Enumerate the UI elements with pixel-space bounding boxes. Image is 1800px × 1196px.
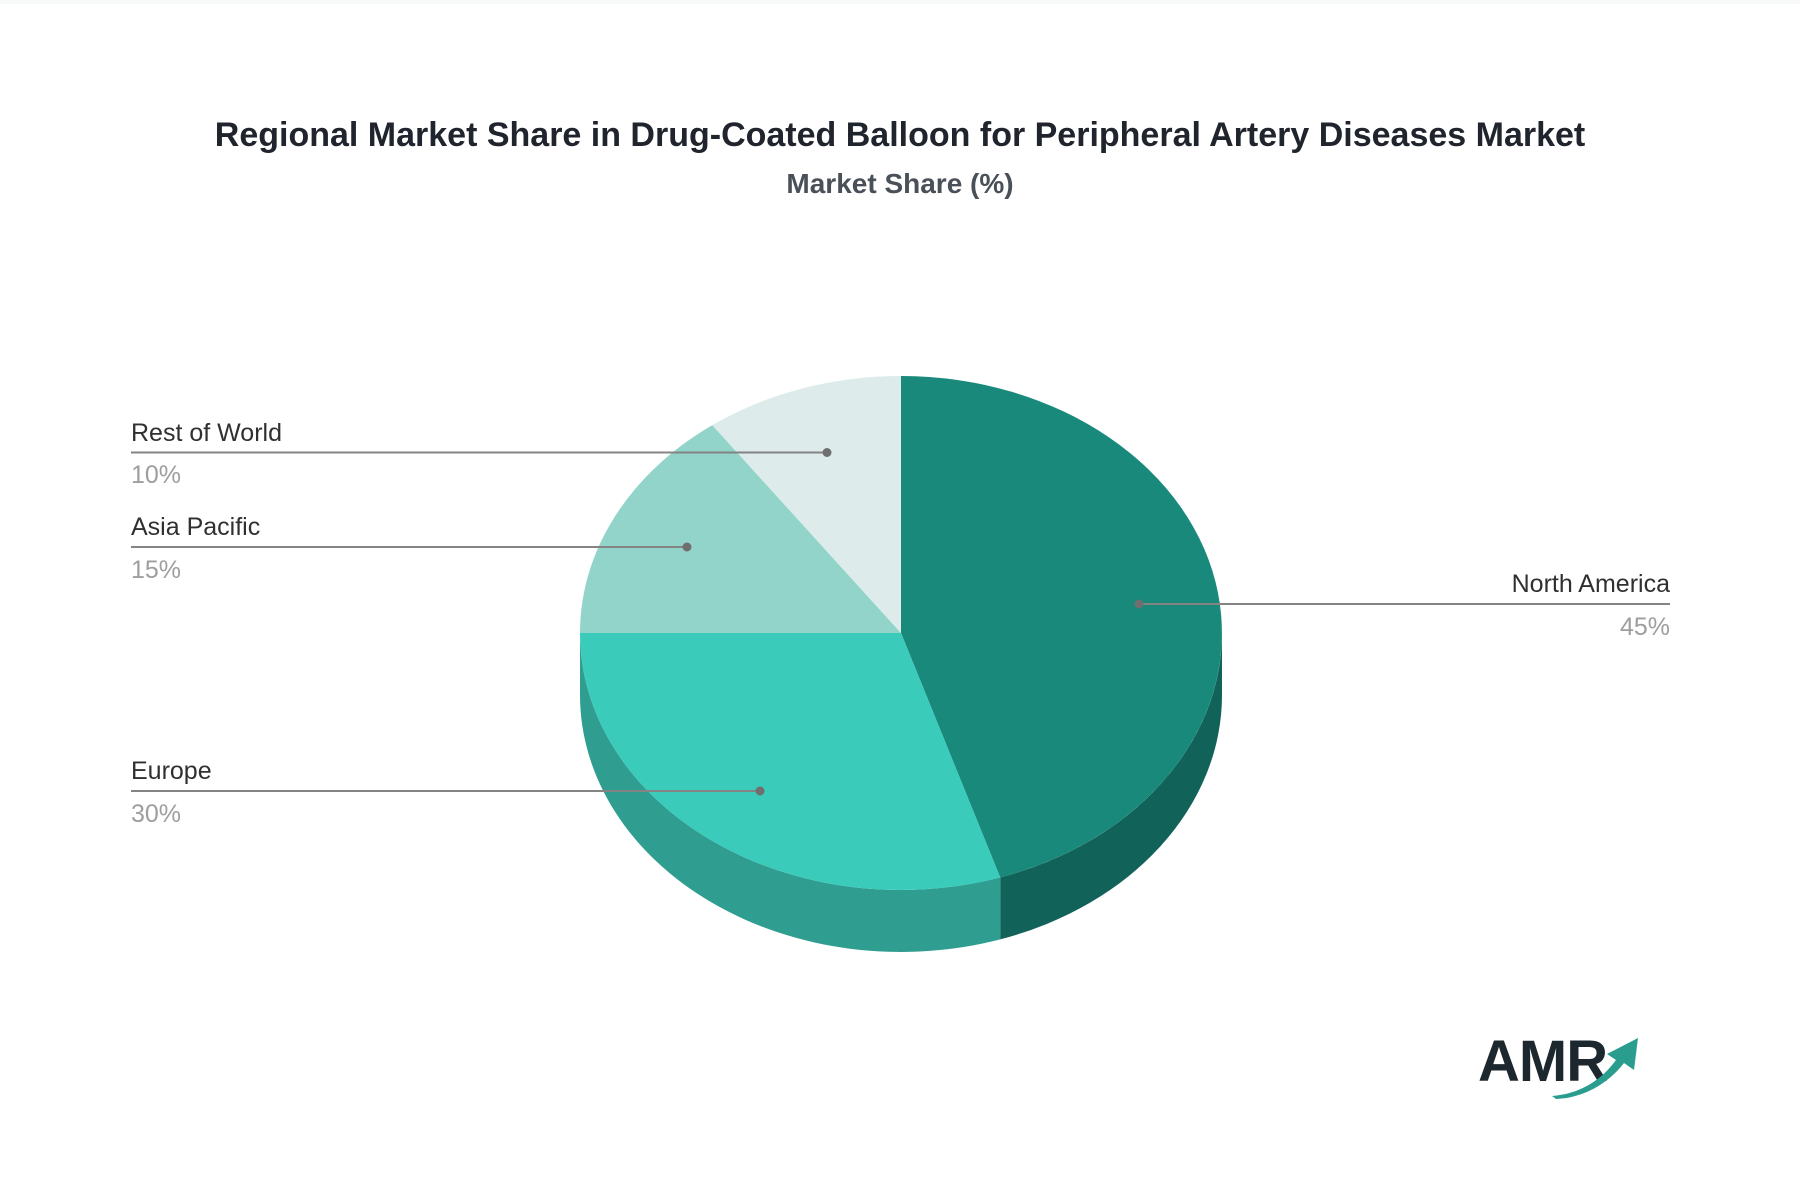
- label-rest-of-world: Rest of World: [131, 419, 282, 447]
- value-rest-of-world: 10%: [131, 461, 182, 489]
- chart-title: Regional Market Share in Drug-Coated Bal…: [214, 116, 1586, 154]
- leader-dot-asia-pacific: [682, 542, 692, 552]
- pie-slice-rest-of-world: [712, 376, 901, 633]
- value-europe: 30%: [131, 800, 182, 828]
- top-strip: [0, 0, 1800, 4]
- pie-slice-asia-pacific: [580, 425, 901, 633]
- amr-logo-arrow-icon: [1552, 1038, 1638, 1099]
- leader-dot-europe: [755, 786, 765, 796]
- amr-logo-text: AMR: [1478, 1029, 1608, 1094]
- leader-dot-north-america: [1134, 599, 1144, 609]
- label-asia-pacific: Asia Pacific: [131, 513, 261, 541]
- label-europe: Europe: [131, 757, 212, 785]
- pie-slice-north-america: [901, 376, 1222, 878]
- amr-logo: AMR: [1478, 1028, 1658, 1118]
- pie-side-europe: [580, 633, 1001, 952]
- value-north-america: 45%: [1619, 613, 1670, 641]
- pie-side-north-america: [1000, 633, 1222, 940]
- leader-dot-rest-of-world: [822, 448, 832, 457]
- value-asia-pacific: 15%: [131, 556, 182, 584]
- chart-subtitle: Market Share (%): [786, 168, 1014, 199]
- pie-slice-europe: [580, 633, 1001, 890]
- label-north-america: North America: [1511, 570, 1670, 598]
